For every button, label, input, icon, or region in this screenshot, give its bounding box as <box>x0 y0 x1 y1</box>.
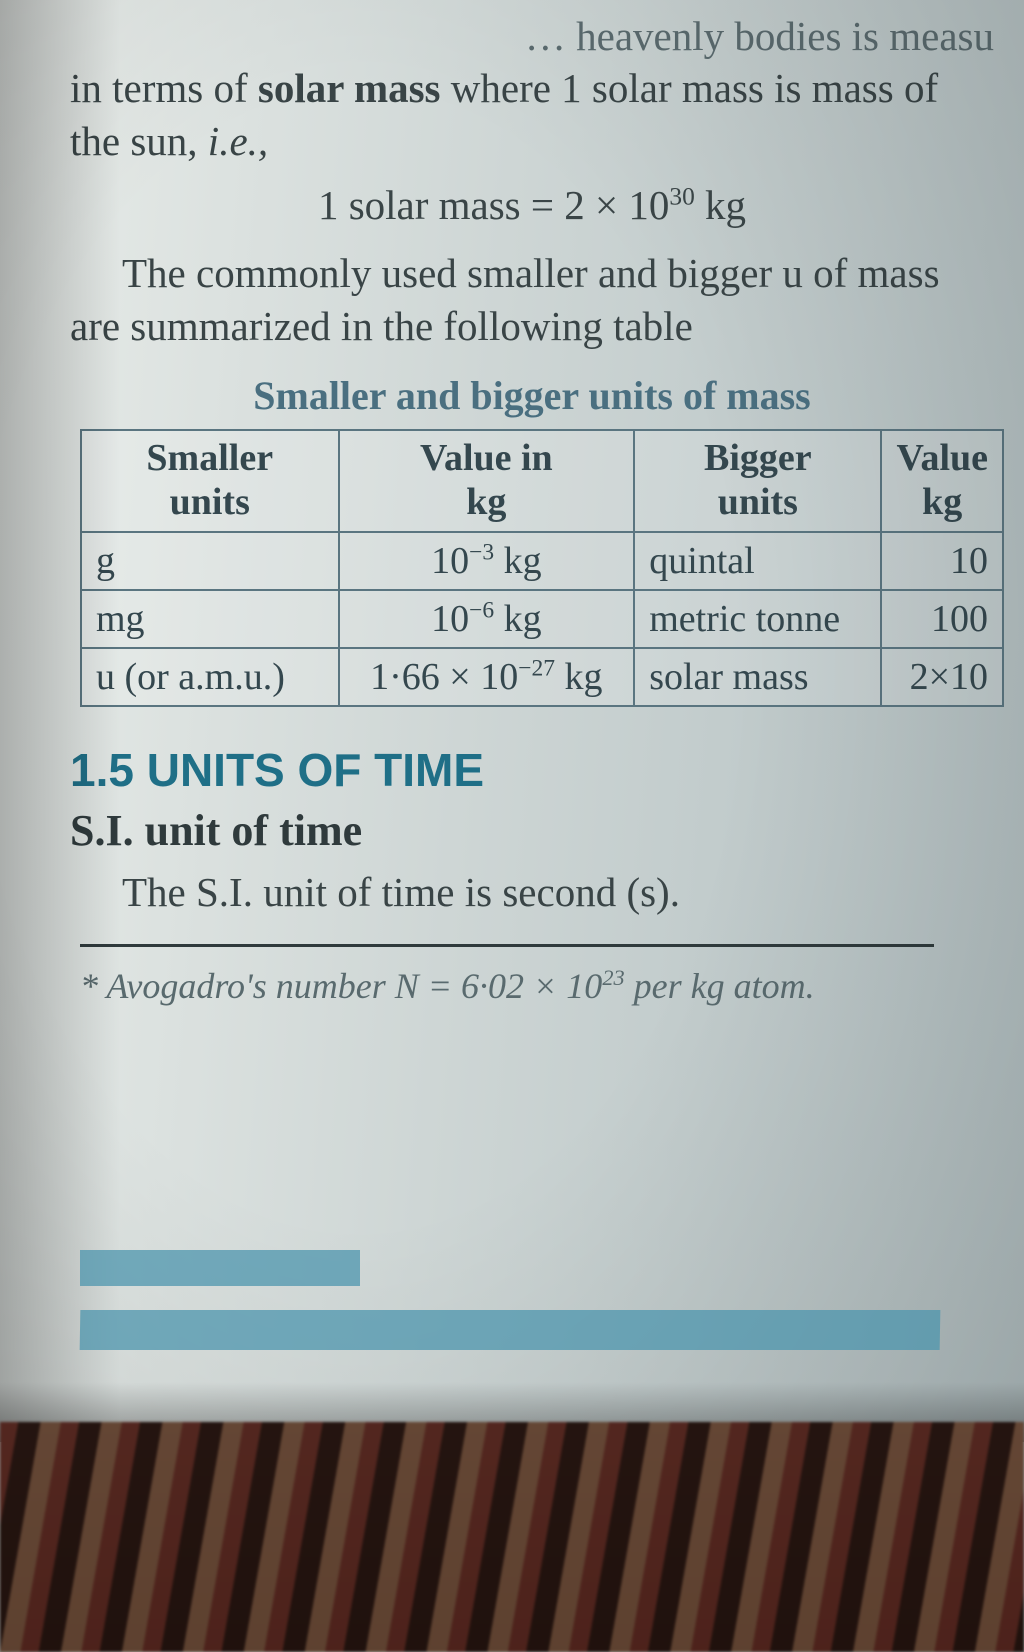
r0-exp: −3 <box>469 539 494 565</box>
horizontal-rule <box>80 944 934 947</box>
cell-value-small: 1·66 × 10−27 kg <box>339 648 635 706</box>
th3b: units <box>718 481 798 523</box>
r1-exp: −6 <box>469 597 494 623</box>
table-row: mg 10−6 kg metric tonne 100 <box>81 590 1003 648</box>
th-value-kg: Value in kg <box>339 430 635 531</box>
th3a: Bigger <box>704 437 812 479</box>
table-caption: Smaller and bigger units of mass <box>70 372 994 419</box>
table-row: g 10−3 kg quintal 10 <box>81 532 1003 590</box>
fn-exp: 23 <box>602 965 624 990</box>
p1-ital: i.e., <box>208 118 268 164</box>
desk-surface <box>0 1422 1024 1652</box>
cell-value-small: 10−3 kg <box>339 532 635 590</box>
top-cut-fragment: … heavenly bodies is measu <box>70 0 994 62</box>
th2b: kg <box>466 481 506 523</box>
paragraph-solar-mass: in terms of solar mass where 1 solar mas… <box>70 62 994 167</box>
cell-smaller: g <box>81 532 339 590</box>
th-bigger-units: Bigger units <box>634 430 881 531</box>
table-row: u (or a.m.u.) 1·66 × 10−27 kg solar mass… <box>81 648 1003 706</box>
cell-smaller: u (or a.m.u.) <box>81 648 339 706</box>
textbook-page: … heavenly bodies is measu in terms of s… <box>0 0 1024 1652</box>
r1-post: kg <box>494 598 542 640</box>
r2-pre: 1·66 × 10 <box>370 656 518 698</box>
p1-bold: solar mass <box>258 65 441 111</box>
table-header-row: Smaller units Value in kg Bigger units V… <box>81 430 1003 531</box>
fn-b: per kg atom. <box>625 966 815 1006</box>
r1-pre: 10 <box>431 598 469 640</box>
units-of-mass-table: Smaller units Value in kg Bigger units V… <box>80 429 1004 706</box>
p1-part-a: in terms of <box>70 65 258 111</box>
subheading-si-unit: S.I. unit of time <box>70 805 994 856</box>
footnote-avogadro: * Avogadro's number N = 6·02 × 1023 per … <box>80 965 994 1007</box>
paragraph-table-intro: The commonly used smaller and bigger u o… <box>70 247 994 352</box>
cell-bigger: quintal <box>634 532 881 590</box>
section-heading-1-5: 1.5 UNITS OF TIME <box>70 743 994 797</box>
th-smaller-units: Smaller units <box>81 430 339 531</box>
fragment-text: … heavenly bodies is measu <box>525 13 994 59</box>
r0-pre: 10 <box>431 540 469 582</box>
th1a: Smaller <box>146 437 273 479</box>
eq-exp: 30 <box>669 183 694 211</box>
r2-exp: −27 <box>518 655 555 681</box>
cell-value-big: 2×10 <box>881 648 1003 706</box>
th2a: Value in <box>420 437 553 479</box>
th4a: Value <box>896 437 988 479</box>
solar-mass-equation: 1 solar mass = 2 × 1030 kg <box>70 181 994 229</box>
fn-a: * Avogadro's number N = 6·02 × 10 <box>80 966 602 1006</box>
th1b: units <box>170 481 250 523</box>
highlighter-mark <box>80 1250 360 1286</box>
cell-smaller: mg <box>81 590 339 648</box>
fragment-line: … heavenly bodies is measu <box>70 10 994 62</box>
paragraph-si-second: The S.I. unit of time is second (s). <box>70 866 994 918</box>
highlighter-mark <box>80 1310 941 1350</box>
cell-bigger: solar mass <box>634 648 881 706</box>
r2-post: kg <box>555 656 603 698</box>
cell-bigger: metric tonne <box>634 590 881 648</box>
eq-right: kg <box>695 182 746 228</box>
eq-left: 1 solar mass = 2 × 10 <box>318 182 669 228</box>
th4b: kg <box>922 481 962 523</box>
th-value-big: Value kg <box>881 430 1003 531</box>
cell-value-big: 10 <box>881 532 1003 590</box>
cell-value-small: 10−6 kg <box>339 590 635 648</box>
r0-post: kg <box>494 540 542 582</box>
cell-value-big: 100 <box>881 590 1003 648</box>
